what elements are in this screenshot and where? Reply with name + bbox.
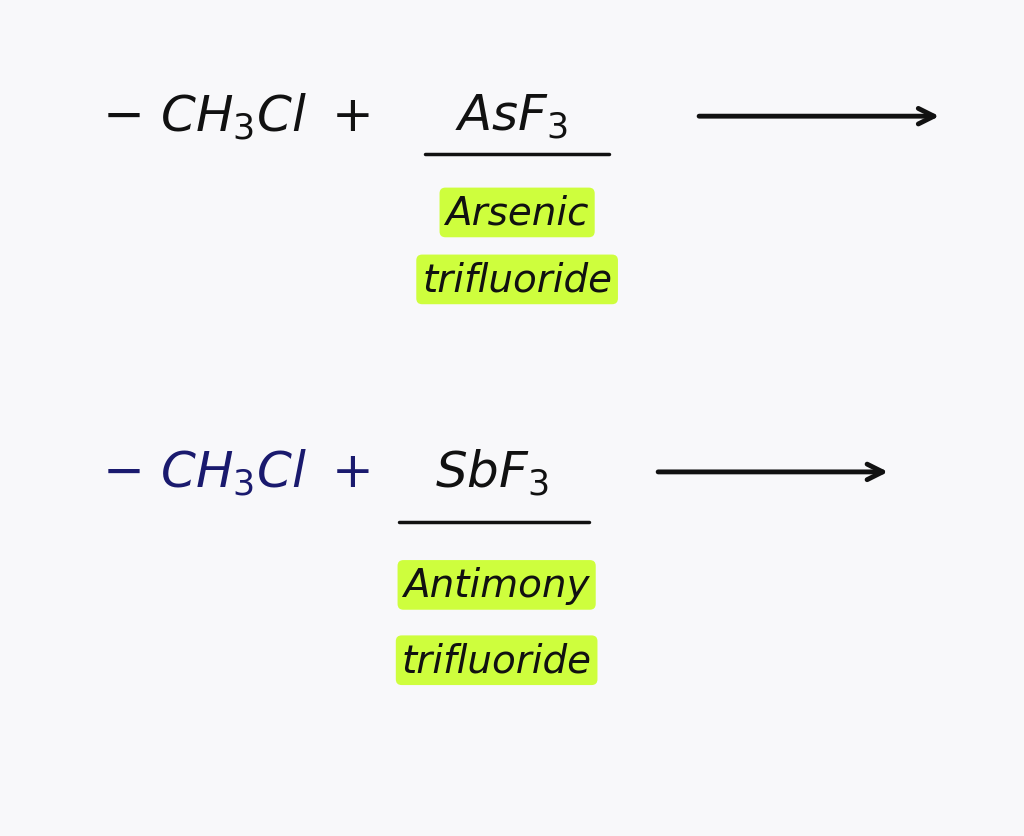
Text: $AsF_3$: $AsF_3$ <box>456 93 568 141</box>
Text: Arsenic: Arsenic <box>445 194 589 232</box>
Text: trifluoride: trifluoride <box>401 641 592 680</box>
Text: trifluoride: trifluoride <box>422 261 612 299</box>
Text: Antimony: Antimony <box>403 566 590 604</box>
Text: $-\ CH_3Cl\ +$: $-\ CH_3Cl\ +$ <box>102 447 370 497</box>
Text: $SbF_3$: $SbF_3$ <box>435 447 548 497</box>
Text: $-\ CH_3Cl\ +$: $-\ CH_3Cl\ +$ <box>102 92 370 142</box>
